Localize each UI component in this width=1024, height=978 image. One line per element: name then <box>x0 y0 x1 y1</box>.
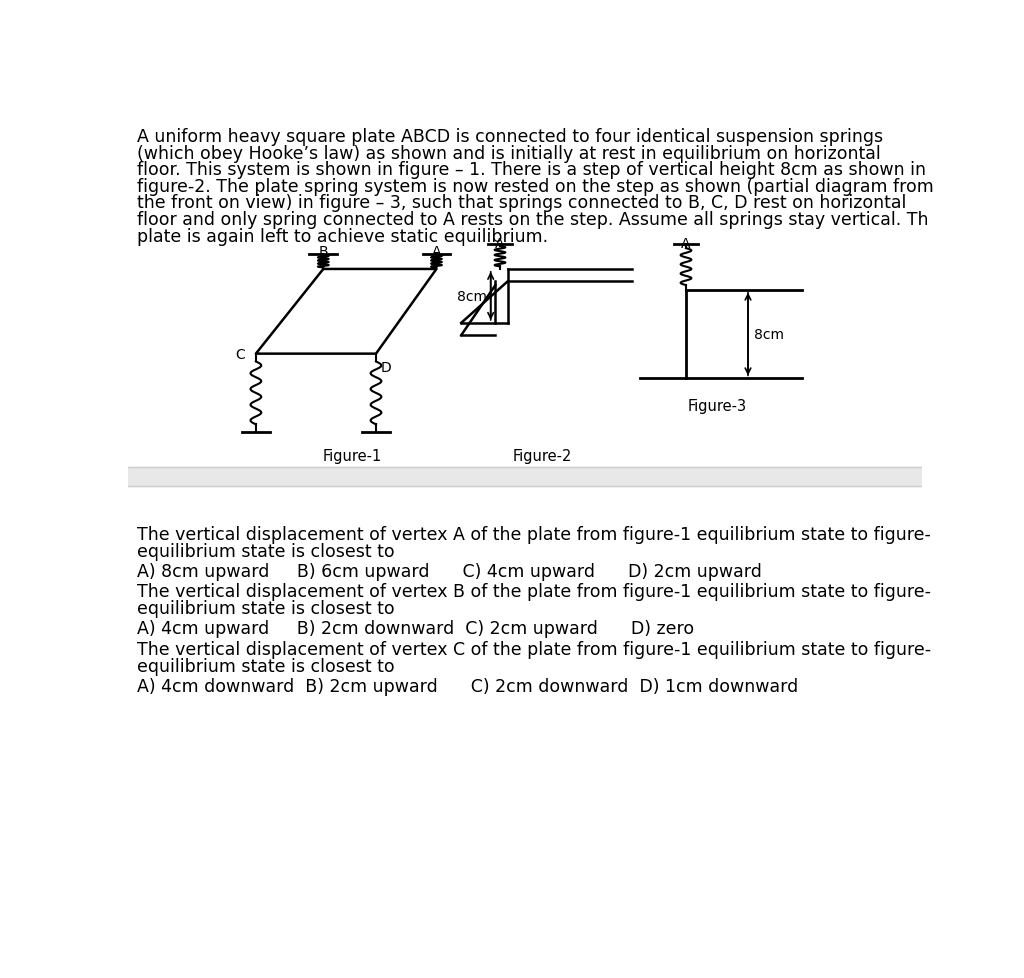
Text: A: A <box>496 237 505 250</box>
Text: Figure-3: Figure-3 <box>687 398 746 413</box>
Text: equilibrium state is closest to: equilibrium state is closest to <box>137 600 395 618</box>
Text: C: C <box>236 347 245 361</box>
Text: A uniform heavy square plate ABCD is connected to four identical suspension spri: A uniform heavy square plate ABCD is con… <box>137 128 884 146</box>
Text: equilibrium state is closest to: equilibrium state is closest to <box>137 542 395 560</box>
Text: 8cm: 8cm <box>457 289 486 303</box>
Text: 8cm: 8cm <box>755 328 784 341</box>
Text: the front on view) in figure – 3, such that springs connected to B, C, D rest on: the front on view) in figure – 3, such t… <box>137 195 906 212</box>
Text: (which obey Hooke’s law) as shown and is initially at rest in equilibrium on hor: (which obey Hooke’s law) as shown and is… <box>137 145 881 162</box>
Text: A) 8cm upward     B) 6cm upward      C) 4cm upward      D) 2cm upward: A) 8cm upward B) 6cm upward C) 4cm upwar… <box>137 562 762 580</box>
Text: plate is again left to achieve static equilibrium.: plate is again left to achieve static eq… <box>137 227 549 245</box>
Text: Figure-2: Figure-2 <box>513 448 572 464</box>
Text: floor. This system is shown in figure – 1. There is a step of vertical height 8c: floor. This system is shown in figure – … <box>137 161 927 179</box>
Text: The vertical displacement of vertex B of the plate from figure-1 equilibrium sta: The vertical displacement of vertex B of… <box>137 583 931 600</box>
Text: B: B <box>318 244 328 258</box>
Bar <box>128 467 922 487</box>
Text: The vertical displacement of vertex C of the plate from figure-1 equilibrium sta: The vertical displacement of vertex C of… <box>137 641 932 658</box>
Text: Figure-1: Figure-1 <box>324 448 382 464</box>
Text: The vertical displacement of vertex A of the plate from figure-1 equilibrium sta: The vertical displacement of vertex A of… <box>137 525 931 543</box>
Text: D: D <box>381 361 391 375</box>
Text: floor and only spring connected to A rests on the step. Assume all springs stay : floor and only spring connected to A res… <box>137 211 929 229</box>
Text: equilibrium state is closest to: equilibrium state is closest to <box>137 657 395 676</box>
Text: A) 4cm downward  B) 2cm upward      C) 2cm downward  D) 1cm downward: A) 4cm downward B) 2cm upward C) 2cm dow… <box>137 678 799 695</box>
Text: figure-2. The plate spring system is now rested on the step as shown (partial di: figure-2. The plate spring system is now… <box>137 178 934 196</box>
Text: A: A <box>681 237 691 250</box>
Text: A: A <box>432 244 441 258</box>
Text: A) 4cm upward     B) 2cm downward  C) 2cm upward      D) zero: A) 4cm upward B) 2cm downward C) 2cm upw… <box>137 620 694 638</box>
